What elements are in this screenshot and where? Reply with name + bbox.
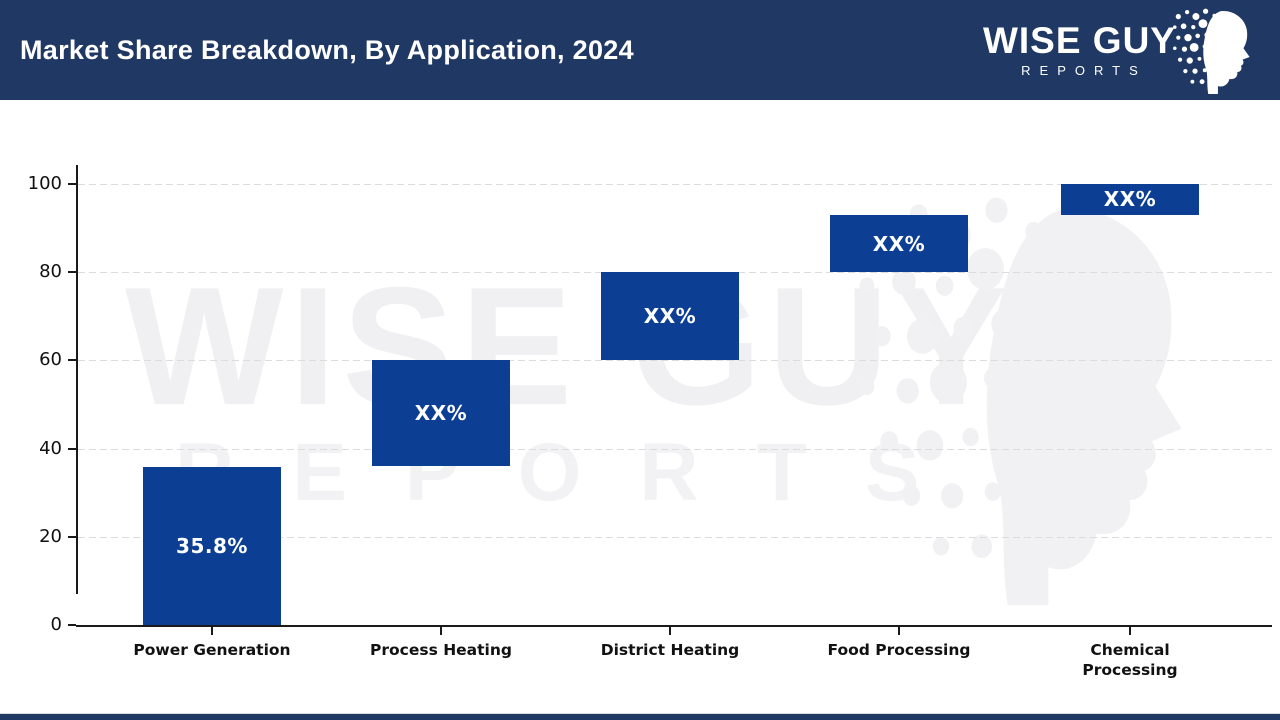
y-tick-mark-0 (68, 624, 76, 626)
y-tick-label-100: 100 (27, 173, 62, 194)
watermark-face (859, 197, 1182, 605)
x-tick-mark-process-heating (440, 627, 442, 635)
y-tick-label-20: 20 (39, 525, 62, 547)
x-axis-spine (76, 625, 1272, 627)
footer-band (0, 714, 1280, 720)
page-title: Market Share Breakdown, By Application, … (20, 34, 634, 65)
x-category-label-process-heating: Process Heating (370, 641, 512, 659)
y-tick-label-60: 60 (39, 349, 62, 371)
bar-power-generation: 35.8% (143, 467, 281, 625)
watermark-wordmark: WISE GUY (125, 252, 1014, 440)
logo-subtitle: REPORTS (1021, 63, 1147, 78)
gridline-20 (78, 536, 1272, 538)
waterfall-chart: 0 20 40 60 80 100 35.8% Power Generation XX% Proc… (0, 100, 1280, 720)
logo-wordmark: WISE GUY (982, 20, 1176, 61)
y-tick-label-80: 80 (39, 261, 62, 283)
y-tick-label-0: 0 (50, 614, 62, 635)
bar-value-label-food-processing: XX% (872, 231, 926, 256)
wiseguy-face-icon (1173, 8, 1250, 94)
bar-value-label-district-heating: XX% (643, 304, 697, 329)
gridline-100 (78, 184, 1272, 185)
bar-value-label-process-heating: XX% (414, 401, 468, 426)
wiseguy-logo-text: WISE GUY REPORTS (983, 22, 1176, 78)
bar-process-heating: XX% (372, 360, 510, 467)
watermark-subtitle: REPORTS (175, 427, 978, 518)
bar-value-label-chemical-processing: XX% (1103, 187, 1157, 212)
y-tick-label-40: 40 (39, 437, 62, 459)
y-axis-spine (76, 165, 78, 594)
wiseguy-logo: WISE GUY REPORTS (983, 6, 1274, 94)
x-category-label-food-processing: Food Processing (827, 641, 971, 659)
y-tick-mark-60 (68, 359, 76, 362)
bar-district-heating: XX% (601, 272, 739, 361)
gridline-40 (78, 448, 1272, 450)
x-tick-mark-district-heating (669, 627, 671, 635)
bar-food-processing: XX% (830, 214, 968, 273)
y-tick-mark-40 (68, 447, 76, 450)
footer-hairline (0, 713, 1280, 714)
bar-chemical-processing: XX% (1061, 184, 1199, 215)
x-category-label-chemical-processing: Chemical Processing (1082, 641, 1178, 680)
x-tick-mark-food-processing (898, 627, 900, 635)
gridline-60 (78, 360, 1272, 362)
x-category-label-power-generation: Power Generation (133, 641, 291, 659)
x-category-label-district-heating: District Heating (600, 641, 740, 659)
header-band: Market Share Breakdown, By Application, … (0, 0, 1280, 100)
bar-value-label-power-generation: 35.8% (176, 534, 248, 559)
y-tick-mark-20 (68, 535, 76, 538)
y-tick-mark-80 (68, 271, 76, 274)
x-tick-mark-chemical-processing (1129, 627, 1131, 635)
y-tick-mark-100 (68, 183, 76, 185)
x-tick-mark-power-generation (211, 627, 213, 635)
